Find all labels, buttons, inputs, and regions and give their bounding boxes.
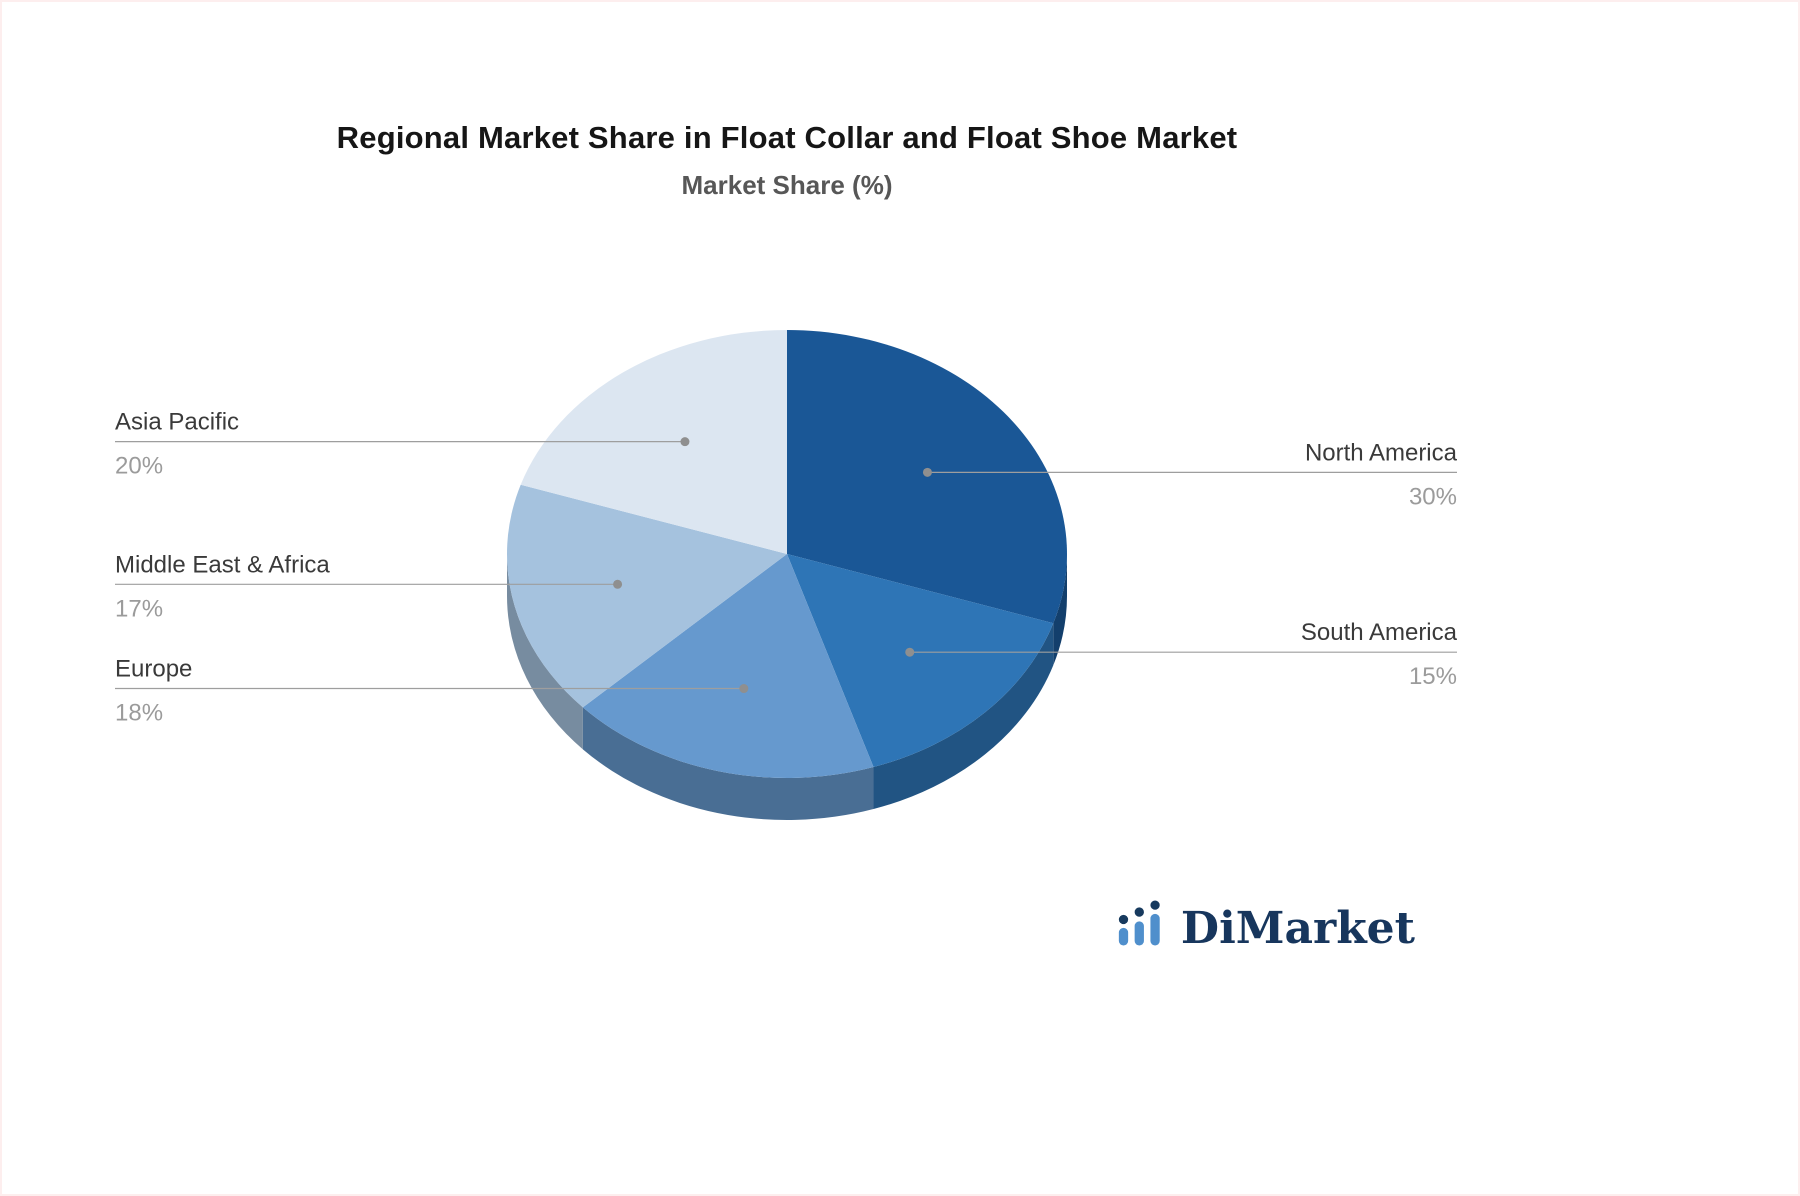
slice-label-south-america: South America: [1301, 619, 1458, 646]
slice-pct-middle-east-africa: 17%: [115, 595, 163, 622]
pie-slice-europe: [582, 554, 874, 778]
slice-label-north-america: North America: [1305, 439, 1458, 466]
chart-subtitle: Market Share (%): [681, 170, 893, 200]
chart-title: Regional Market Share in Float Collar an…: [336, 120, 1238, 155]
slice-pct-asia-pacific: 20%: [115, 453, 163, 480]
pie-slice-side-south-america: [873, 623, 1054, 810]
label-leader-dot-middle-east-africa: [613, 579, 623, 589]
brand-logo: DiMarket: [1117, 900, 1415, 952]
slice-label-europe: Europe: [115, 656, 192, 683]
bar-chart-icon: [1118, 900, 1160, 946]
pie-slice-side-middle-east-africa: [507, 554, 583, 750]
pie-slice-middle-east-africa: [507, 484, 787, 708]
slice-pct-europe: 18%: [115, 700, 163, 727]
slice-pct-south-america: 15%: [1409, 663, 1457, 690]
pie-slice-side-europe: [582, 707, 874, 820]
label-leader-dot-north-america: [922, 467, 932, 477]
pie-slice-side-north-america: [1053, 554, 1067, 666]
pie-slice-south-america: [787, 554, 1054, 768]
slice-label-asia-pacific: Asia Pacific: [115, 409, 239, 436]
label-leader-dot-south-america: [905, 647, 915, 657]
slice-label-middle-east-africa: Middle East & Africa: [115, 551, 330, 578]
label-leader-dot-asia-pacific: [680, 437, 690, 447]
slice-pct-north-america: 30%: [1409, 483, 1457, 510]
brand-logo-text: DiMarket: [1180, 902, 1415, 954]
label-leader-dot-europe: [739, 684, 749, 694]
